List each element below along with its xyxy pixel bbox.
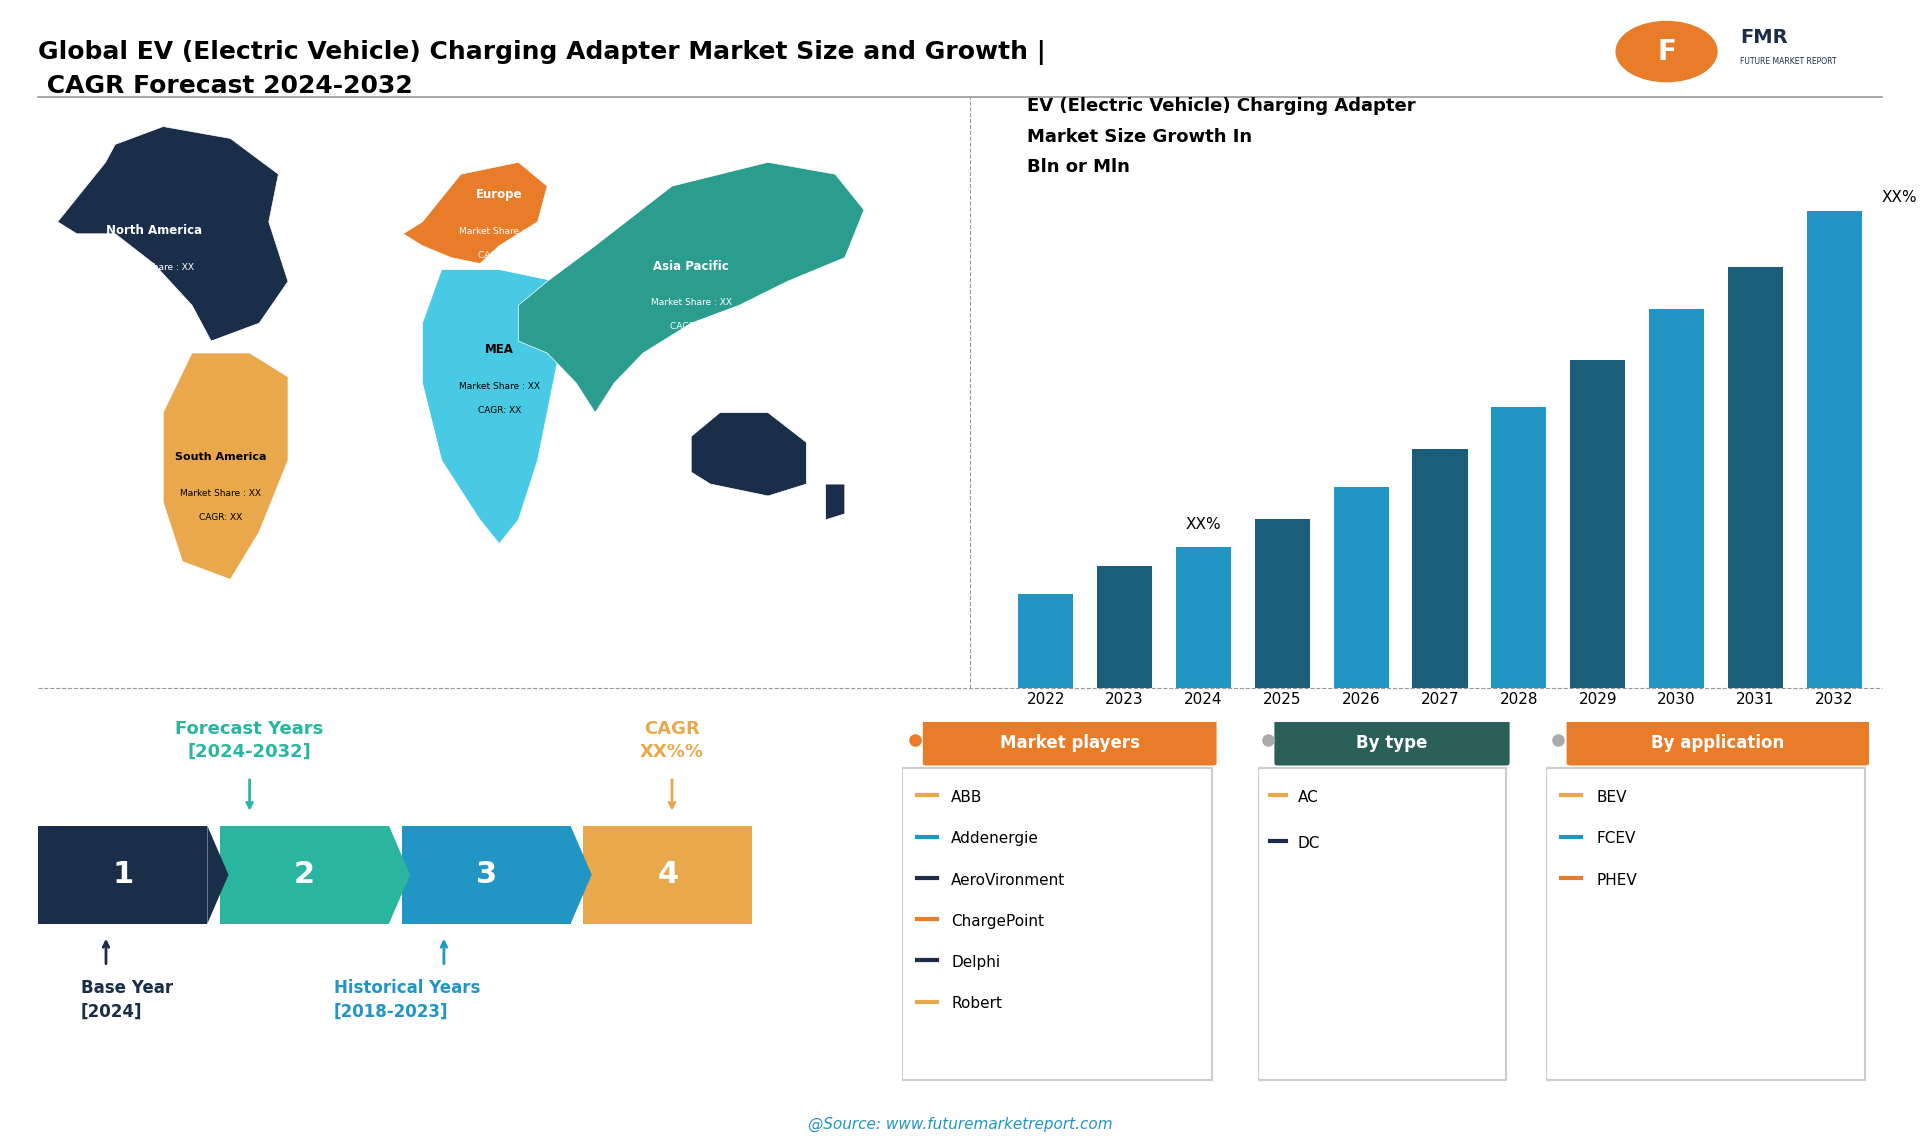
Text: Market Share : XX: Market Share : XX: [651, 298, 732, 307]
Text: FCEV: FCEV: [1596, 831, 1636, 847]
Text: @Source: www.futuremarketreport.com: @Source: www.futuremarketreport.com: [808, 1117, 1112, 1132]
Text: ChargePoint: ChargePoint: [952, 913, 1044, 929]
Bar: [1492, 407, 1546, 688]
Text: 3: 3: [476, 861, 497, 889]
Polygon shape: [58, 126, 288, 342]
Text: Market Share : XX: Market Share : XX: [113, 262, 194, 272]
Text: Delphi: Delphi: [952, 955, 1000, 971]
Text: XX%: XX%: [1187, 517, 1221, 532]
Polygon shape: [163, 353, 288, 580]
Bar: [1175, 548, 1231, 688]
Text: Market Share : XX: Market Share : XX: [459, 227, 540, 236]
Bar: [1096, 566, 1152, 688]
Text: F: F: [1657, 38, 1676, 65]
Bar: [1649, 309, 1705, 688]
Bar: [1254, 519, 1309, 688]
Text: South America: South America: [175, 453, 267, 462]
Text: FMR: FMR: [1740, 28, 1788, 47]
Text: ABB: ABB: [952, 790, 983, 806]
FancyBboxPatch shape: [221, 826, 390, 924]
Text: Market Share : XX: Market Share : XX: [459, 382, 540, 391]
Text: CAGR: XX: CAGR: XX: [670, 322, 712, 331]
Text: Historical Years
[2018-2023]: Historical Years [2018-2023]: [334, 979, 480, 1020]
Text: Robert: Robert: [952, 996, 1002, 1012]
Text: MEA: MEA: [484, 343, 515, 356]
Text: 2: 2: [294, 861, 315, 889]
Text: PHEV: PHEV: [1596, 872, 1636, 888]
Text: FUTURE MARKET REPORT: FUTURE MARKET REPORT: [1740, 57, 1837, 66]
Text: DC: DC: [1298, 835, 1321, 851]
Text: Asia Pacific: Asia Pacific: [653, 259, 730, 273]
Text: AC: AC: [1298, 790, 1319, 806]
FancyBboxPatch shape: [1567, 720, 1868, 766]
Text: BEV: BEV: [1596, 790, 1626, 806]
Polygon shape: [422, 269, 576, 543]
Text: Bln or Mln: Bln or Mln: [1027, 158, 1131, 176]
Bar: [1571, 361, 1626, 688]
Polygon shape: [691, 413, 806, 496]
Bar: [1807, 211, 1862, 688]
Text: CAGR: XX: CAGR: XX: [478, 251, 520, 260]
Polygon shape: [390, 826, 411, 924]
Text: By type: By type: [1356, 733, 1428, 752]
Text: XX%: XX%: [1882, 189, 1918, 204]
Bar: [1018, 594, 1073, 688]
Text: CAGR: XX: CAGR: XX: [478, 406, 520, 415]
Text: 1: 1: [111, 861, 134, 889]
Text: EV (Electric Vehicle) Charging Adapter: EV (Electric Vehicle) Charging Adapter: [1027, 97, 1415, 116]
Circle shape: [1617, 22, 1716, 81]
Text: Market Size Growth In: Market Size Growth In: [1027, 128, 1252, 147]
Text: Global EV (Electric Vehicle) Charging Adapter Market Size and Growth |: Global EV (Electric Vehicle) Charging Ad…: [38, 40, 1046, 65]
Text: 4: 4: [657, 861, 678, 889]
Text: CAGR: XX: CAGR: XX: [200, 512, 242, 521]
FancyBboxPatch shape: [924, 720, 1217, 766]
Text: Base Year
[2024]: Base Year [2024]: [81, 979, 173, 1020]
Polygon shape: [570, 826, 591, 924]
Text: North America: North America: [106, 223, 202, 237]
Polygon shape: [207, 826, 228, 924]
Polygon shape: [403, 163, 547, 264]
Text: By application: By application: [1651, 733, 1784, 752]
FancyBboxPatch shape: [401, 826, 570, 924]
FancyBboxPatch shape: [584, 826, 753, 924]
Bar: [1728, 267, 1784, 688]
Polygon shape: [826, 484, 845, 520]
Text: Market players: Market players: [1000, 733, 1140, 752]
Polygon shape: [518, 163, 864, 413]
Text: CAGR: XX: CAGR: XX: [132, 286, 175, 296]
FancyBboxPatch shape: [1275, 720, 1509, 766]
Text: Europe: Europe: [476, 188, 522, 201]
Text: CAGR Forecast 2024-2032: CAGR Forecast 2024-2032: [38, 74, 413, 99]
Bar: [1334, 487, 1388, 688]
Text: Forecast Years
[2024-2032]: Forecast Years [2024-2032]: [175, 720, 324, 761]
Text: AeroVironment: AeroVironment: [952, 872, 1066, 888]
FancyBboxPatch shape: [38, 826, 207, 924]
Bar: [1413, 449, 1467, 688]
Text: CAGR
XX%%: CAGR XX%%: [639, 720, 705, 761]
Text: Market Share : XX: Market Share : XX: [180, 489, 261, 499]
Text: Addenergie: Addenergie: [952, 831, 1039, 847]
